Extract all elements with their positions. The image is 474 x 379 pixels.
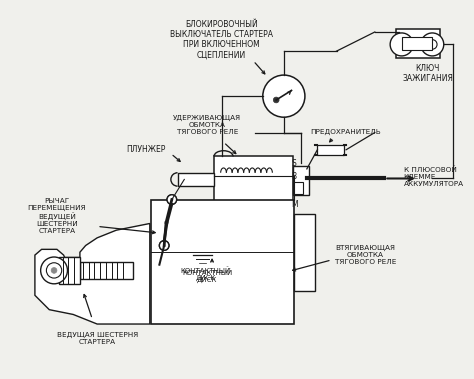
Circle shape	[46, 263, 62, 278]
Text: УДЕРЖИВАЮЩАЯ
ОБМОТКА
ТЯГОВОГО РЕЛЕ: УДЕРЖИВАЮЩАЯ ОБМОТКА ТЯГОВОГО РЕЛЕ	[173, 115, 241, 135]
Text: B: B	[292, 172, 297, 181]
Text: ВЕДУЩАЯ ШЕСТЕРНЯ
СТАРТЕРА: ВЕДУЩАЯ ШЕСТЕРНЯ СТАРТЕРА	[56, 332, 138, 345]
Bar	[401, 37, 432, 50]
Bar	[293, 166, 309, 195]
Circle shape	[41, 257, 67, 284]
Circle shape	[390, 33, 413, 56]
Circle shape	[263, 75, 305, 117]
Bar	[151, 200, 294, 324]
Text: БЛОКИРОВОЧНЫЙ
ВЫКЛЮЧАТЕЛЬ СТАРТЕРА
ПРИ ВКЛЮЧЕННОМ
СЦЕПЛЕНИИ: БЛОКИРОВОЧНЫЙ ВЫКЛЮЧАТЕЛЬ СТАРТЕРА ПРИ В…	[170, 20, 273, 60]
Bar	[80, 262, 133, 279]
Bar	[80, 262, 133, 279]
Text: S: S	[292, 159, 296, 168]
PathPatch shape	[35, 224, 150, 324]
Text: К ПЛЮСОВОЙ
КЛЕММЕ
АККУМУЛЯТОРА: К ПЛЮСОВОЙ КЛЕММЕ АККУМУЛЯТОРА	[403, 166, 464, 187]
Bar	[214, 157, 293, 222]
Text: КЛЮЧ
ЗАЖИГАНИЯ: КЛЮЧ ЗАЖИГАНИЯ	[402, 64, 453, 83]
Circle shape	[159, 241, 169, 250]
Bar	[59, 257, 80, 284]
Bar	[318, 145, 344, 155]
Text: ВТЯГИВАЮЩАЯ
ОБМОТКА
ТЯГОВОГО РЕЛЕ: ВТЯГИВАЮЩАЯ ОБМОТКА ТЯГОВОГО РЕЛЕ	[335, 245, 396, 265]
Text: ПРЕДОХРАНИТЕЛЬ: ПРЕДОХРАНИТЕЛЬ	[311, 129, 382, 135]
Circle shape	[41, 257, 67, 284]
Text: M: M	[292, 200, 298, 209]
Text: ПЛУНЖЕР: ПЛУНЖЕР	[127, 145, 166, 154]
Circle shape	[51, 268, 57, 273]
Bar	[178, 173, 214, 186]
Circle shape	[46, 263, 62, 278]
Bar	[396, 29, 440, 58]
Circle shape	[51, 268, 57, 273]
Circle shape	[428, 40, 437, 49]
Bar	[294, 214, 316, 291]
Circle shape	[167, 195, 177, 204]
Text: КОНТАКТНЫЙ
ДИСК: КОНТАКТНЫЙ ДИСК	[180, 267, 230, 281]
Circle shape	[159, 241, 169, 250]
Circle shape	[167, 195, 177, 204]
Bar	[293, 182, 303, 194]
Text: РЫЧАГ
ПЕРЕМЕЩЕНИЯ
ВЕДУЩЕЙ
ШЕСТЕРНИ
СТАРТЕРА: РЫЧАГ ПЕРЕМЕЩЕНИЯ ВЕДУЩЕЙ ШЕСТЕРНИ СТАРТ…	[27, 197, 86, 234]
Circle shape	[421, 33, 444, 56]
Bar	[59, 257, 80, 284]
Circle shape	[273, 97, 279, 103]
Text: КОНТАКТНЫЙ
ДИСК: КОНТАКТНЫЙ ДИСК	[182, 269, 232, 283]
